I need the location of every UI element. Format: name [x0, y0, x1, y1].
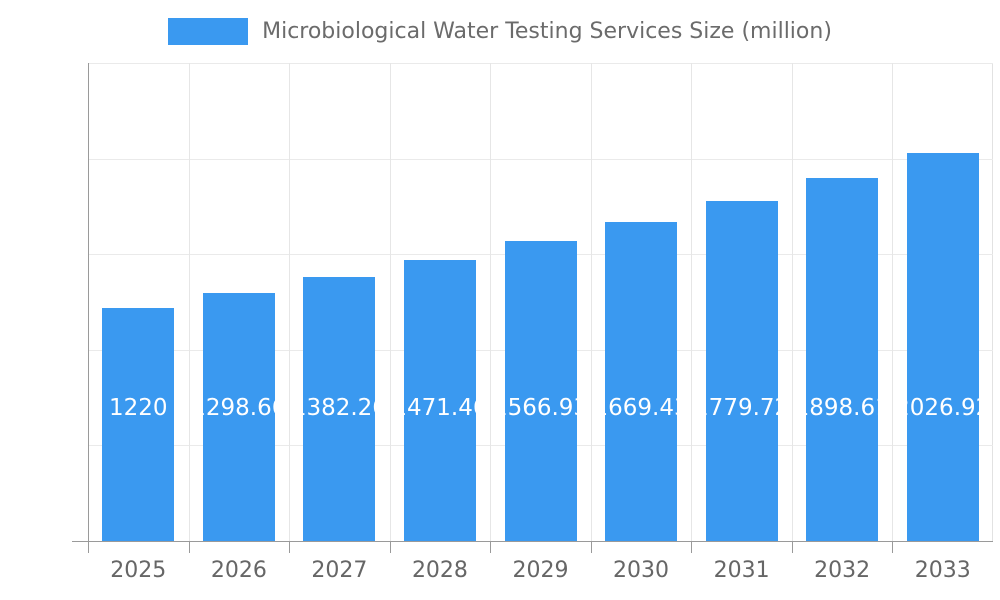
plot-area: 1220 1298.66 1382.26 1471.46 1566.93 1669.43 1…	[88, 63, 993, 541]
bar-rect[interactable]	[705, 200, 778, 541]
gridline-x	[792, 63, 793, 541]
gridline-y	[88, 158, 993, 160]
x-axis-tick-label: 2027	[311, 558, 368, 583]
bar-2027[interactable]: 1382.26	[303, 276, 376, 541]
gridline-y	[88, 63, 993, 64]
x-axis-tick-label: 2033	[914, 558, 971, 583]
bar-rect[interactable]	[605, 221, 678, 541]
x-axis-tick-mark	[490, 541, 491, 553]
x-axis-tick-mark	[591, 541, 592, 553]
bar-2026[interactable]: 1298.66	[202, 292, 275, 541]
x-axis-tick-label: 2030	[613, 558, 670, 583]
bar-2028[interactable]: 1471.46	[403, 259, 476, 541]
chart-legend: Microbiological Water Testing Services S…	[0, 14, 1000, 48]
gridline-x	[289, 63, 290, 541]
bar-2025[interactable]: 1220	[102, 307, 175, 541]
x-axis-tick-mark	[892, 541, 893, 553]
gridline-x	[189, 63, 190, 541]
bar-rect[interactable]	[806, 178, 879, 541]
gridline-x	[490, 63, 491, 541]
gridline-x	[892, 63, 893, 541]
x-axis-tick-label: 2028	[411, 558, 468, 583]
bar-2029[interactable]: 1566.93	[504, 241, 577, 541]
x-axis-tick-label: 2025	[110, 558, 167, 583]
x-axis-tick-mark	[792, 541, 793, 553]
gridline-x	[390, 63, 391, 541]
bar-rect[interactable]	[403, 259, 476, 541]
plot-border-right	[992, 63, 993, 541]
bar-2033[interactable]: 2026.92	[906, 153, 979, 541]
legend-label: Microbiological Water Testing Services S…	[262, 18, 832, 44]
x-axis-tick-label: 2029	[512, 558, 569, 583]
x-axis-tick-label: 2031	[713, 558, 770, 583]
x-axis-tick-mark	[189, 541, 190, 553]
bar-rect[interactable]	[102, 307, 175, 541]
x-axis-tick-label: 2032	[814, 558, 871, 583]
gridline-x	[591, 63, 592, 541]
x-axis-tick-mark	[390, 541, 391, 553]
y-axis-line	[88, 63, 89, 553]
bar-rect[interactable]	[504, 241, 577, 541]
legend-color-swatch[interactable]	[168, 17, 249, 45]
bar-rect[interactable]	[202, 292, 275, 541]
x-axis-tick-mark	[289, 541, 290, 553]
bar-2030[interactable]: 1669.43	[605, 221, 678, 541]
bar-2031[interactable]: 1779.72	[705, 200, 778, 541]
x-axis-tick-label: 2026	[210, 558, 267, 583]
bar-2032[interactable]: 1898.61	[806, 178, 879, 541]
bar-rect[interactable]	[906, 153, 979, 541]
x-axis-tick-mark	[691, 541, 692, 553]
x-axis-line	[72, 541, 993, 542]
gridline-x	[691, 63, 692, 541]
bar-rect[interactable]	[303, 276, 376, 541]
